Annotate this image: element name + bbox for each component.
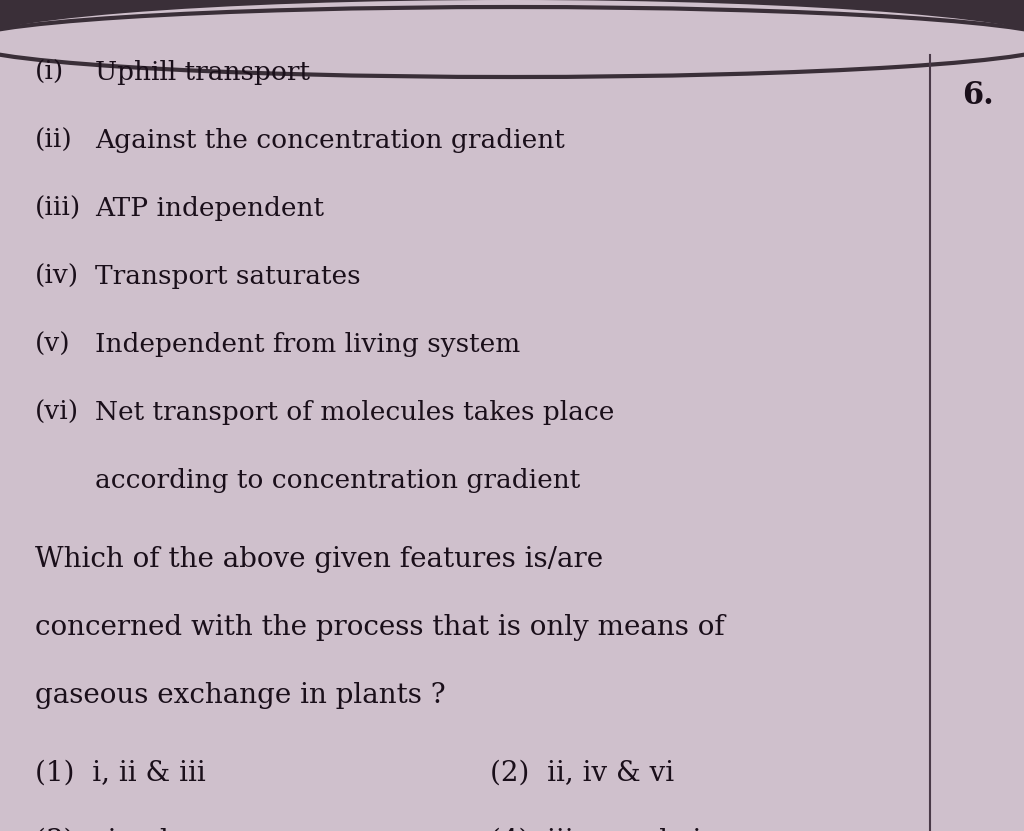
- Text: Which of the above given features is/are: Which of the above given features is/are: [35, 546, 603, 573]
- Text: Against the concentration gradient: Against the concentration gradient: [95, 128, 565, 153]
- Text: gaseous exchange in plants ?: gaseous exchange in plants ?: [35, 682, 445, 709]
- Text: (4)  iii, v and vi: (4) iii, v and vi: [490, 828, 701, 831]
- Text: Transport saturates: Transport saturates: [95, 264, 360, 289]
- Text: (vi): (vi): [35, 400, 79, 425]
- Text: Uphill transport: Uphill transport: [95, 60, 310, 85]
- Bar: [0, 0, 1024, 45]
- Text: 6.: 6.: [962, 80, 994, 111]
- Text: (iii): (iii): [35, 196, 81, 221]
- Text: concerned with the process that is only means of: concerned with the process that is only …: [35, 614, 725, 641]
- Text: Independent from living system: Independent from living system: [95, 332, 520, 357]
- Text: according to concentration gradient: according to concentration gradient: [95, 468, 581, 493]
- Text: (i): (i): [35, 60, 65, 85]
- Text: (3)  vi only: (3) vi only: [35, 828, 184, 831]
- Text: Net transport of molecules takes place: Net transport of molecules takes place: [95, 400, 614, 425]
- Text: (2)  ii, iv & vi: (2) ii, iv & vi: [490, 760, 674, 787]
- Text: (ii): (ii): [35, 128, 73, 153]
- Text: ATP independent: ATP independent: [95, 196, 324, 221]
- Ellipse shape: [0, 0, 1024, 90]
- Text: (1)  i, ii & iii: (1) i, ii & iii: [35, 760, 206, 787]
- Text: (v): (v): [35, 332, 71, 357]
- Text: (iv): (iv): [35, 264, 79, 289]
